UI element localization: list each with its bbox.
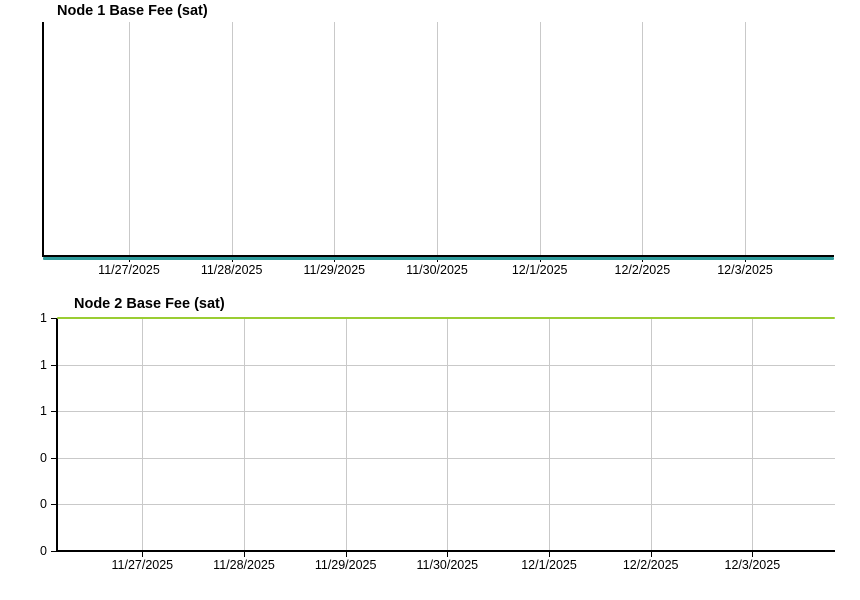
y-axis-tick bbox=[51, 551, 57, 552]
gridline-vertical bbox=[745, 22, 747, 256]
x-axis-label: 11/30/2025 bbox=[416, 558, 479, 572]
y-axis-tick bbox=[51, 411, 57, 413]
gridline-vertical bbox=[334, 22, 336, 256]
gridline-horizontal bbox=[57, 364, 835, 366]
x-axis bbox=[56, 550, 835, 552]
x-axis-label: 11/29/2025 bbox=[303, 263, 366, 277]
x-axis-tick bbox=[447, 551, 449, 557]
x-axis-label: 12/2/2025 bbox=[614, 263, 671, 277]
gridline-vertical bbox=[437, 22, 438, 256]
series-line-node-1-base-fee-sat- bbox=[43, 257, 834, 260]
gridline-horizontal bbox=[57, 457, 835, 459]
gridline-vertical bbox=[231, 22, 233, 256]
y-axis-label: 1 bbox=[40, 357, 47, 372]
x-axis-label: 11/27/2025 bbox=[111, 558, 174, 572]
chart-title: Node 1 Base Fee (sat) bbox=[57, 3, 208, 19]
gridline-vertical bbox=[539, 22, 541, 256]
series-line-node-2-base-fee-sat- bbox=[57, 316, 835, 320]
x-axis-tick bbox=[549, 551, 550, 557]
x-axis-tick bbox=[244, 551, 245, 557]
x-axis-label: 11/29/2025 bbox=[314, 558, 377, 572]
x-axis-tick bbox=[142, 551, 144, 557]
x-axis-tick bbox=[650, 551, 652, 557]
y-axis-tick bbox=[51, 457, 57, 459]
gridline-vertical bbox=[549, 318, 550, 551]
y-axis-label: 0 bbox=[40, 450, 47, 465]
x-axis-label: 12/1/2025 bbox=[521, 558, 577, 572]
y-axis-tick bbox=[51, 318, 57, 319]
y-axis-tick bbox=[51, 504, 57, 506]
x-axis-label: 11/28/2025 bbox=[200, 263, 263, 277]
gridline-vertical bbox=[129, 22, 130, 256]
y-axis bbox=[42, 22, 44, 257]
y-axis-label: 0 bbox=[40, 497, 47, 512]
x-axis-label: 12/1/2025 bbox=[511, 263, 568, 277]
gridline-vertical bbox=[642, 22, 644, 256]
y-axis-tick bbox=[51, 364, 57, 366]
x-axis-label: 12/3/2025 bbox=[724, 558, 781, 572]
gridline-vertical bbox=[752, 318, 754, 551]
x-axis-tick bbox=[752, 551, 754, 557]
x-axis-label: 12/2/2025 bbox=[622, 558, 679, 572]
y-axis bbox=[56, 318, 58, 552]
x-axis bbox=[42, 255, 834, 257]
gridline-horizontal bbox=[57, 411, 835, 413]
x-axis-label: 11/30/2025 bbox=[406, 263, 468, 277]
x-axis-label: 11/28/2025 bbox=[213, 558, 275, 572]
gridline-horizontal bbox=[57, 504, 835, 506]
y-axis-label: 1 bbox=[40, 404, 47, 419]
gridline-vertical bbox=[650, 318, 652, 551]
gridline-vertical bbox=[345, 318, 347, 551]
gridline-vertical bbox=[142, 318, 144, 551]
x-axis-tick bbox=[345, 551, 347, 557]
x-axis-label: 11/27/2025 bbox=[98, 263, 160, 277]
chart-title: Node 2 Base Fee (sat) bbox=[74, 296, 225, 312]
gridline-vertical bbox=[447, 318, 449, 551]
gridline-vertical bbox=[244, 318, 245, 551]
y-axis-label: 0 bbox=[40, 544, 47, 558]
x-axis-label: 12/3/2025 bbox=[717, 263, 773, 277]
y-axis-label: 1 bbox=[40, 311, 47, 325]
